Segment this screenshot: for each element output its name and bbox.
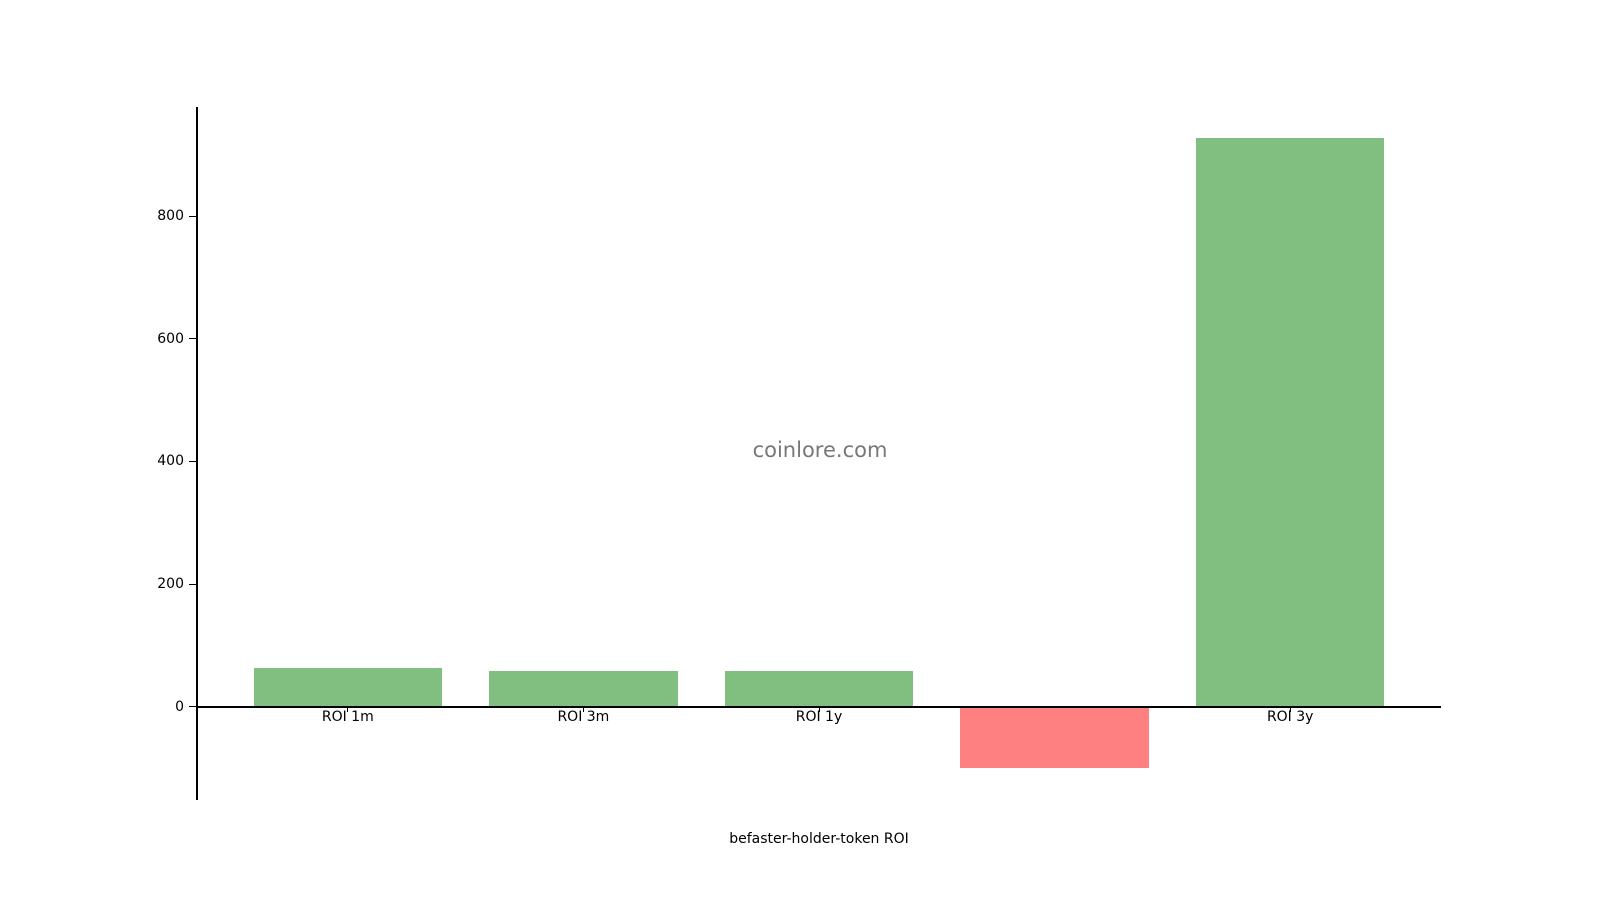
y-axis-tick-label: 600	[157, 330, 184, 347]
x-axis-tick	[818, 706, 820, 712]
y-axis-tick	[189, 338, 196, 340]
y-axis-tick-label: 800	[157, 208, 184, 225]
x-axis-tick	[582, 706, 584, 712]
bar-roi-3m	[489, 671, 678, 707]
x-axis-tick	[347, 706, 349, 712]
x-axis-tick-label: ROI 3y	[1266, 708, 1314, 725]
chart-title: befaster-holder-token ROI	[729, 831, 909, 847]
y-axis-tick-label: 400	[157, 453, 184, 470]
y-axis-tick	[189, 706, 196, 708]
bar-roi-1m	[253, 667, 443, 707]
bar-roi-1y	[724, 671, 914, 707]
x-axis-tick	[1289, 706, 1291, 712]
y-axis-tick-label: 0	[175, 698, 184, 715]
x-axis-tick-label: ROI 1y	[795, 708, 843, 725]
y-axis-tick-label: 200	[157, 576, 184, 593]
bar-unlabeled-4	[960, 706, 1149, 769]
x-axis-tick-label: ROI 1m	[321, 708, 374, 725]
bar-roi-3y	[1195, 138, 1385, 707]
x-axis-line	[196, 706, 1441, 708]
watermark: coinlore.com	[752, 438, 888, 462]
x-axis-tick-label: ROI 3m	[557, 708, 610, 725]
y-axis-tick	[189, 460, 196, 462]
y-axis-tick	[189, 215, 196, 217]
y-axis-line	[196, 107, 198, 800]
y-axis-tick	[189, 583, 196, 585]
